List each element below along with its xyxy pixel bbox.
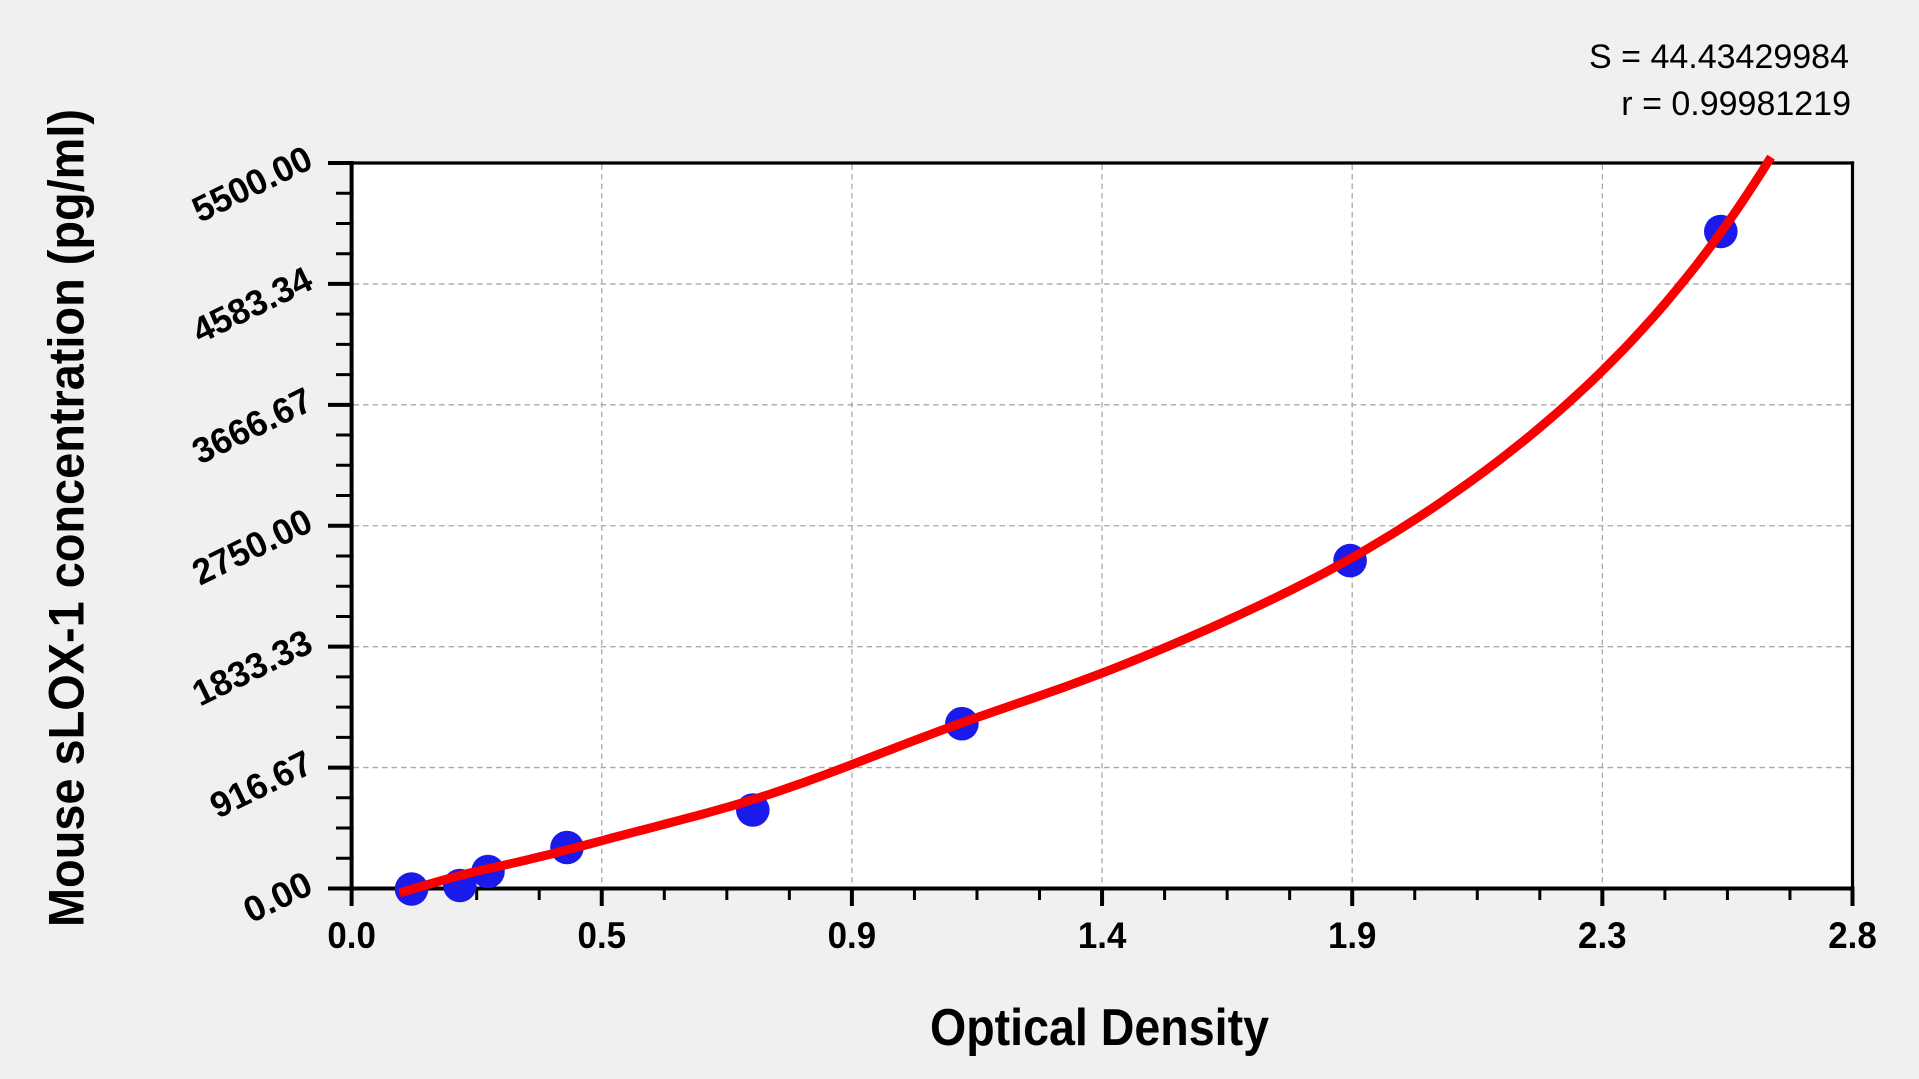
svg-text:0.0: 0.0: [327, 915, 376, 956]
svg-text:r = 0.99981219: r = 0.99981219: [1621, 85, 1851, 123]
svg-text:1.9: 1.9: [1328, 915, 1377, 956]
svg-text:1.4: 1.4: [1078, 915, 1127, 956]
svg-text:Mouse sLOX-1 concentration (pg: Mouse sLOX-1 concentration (pg/ml): [39, 109, 95, 927]
svg-text:2.8: 2.8: [1828, 915, 1877, 956]
svg-text:2.3: 2.3: [1578, 915, 1627, 956]
svg-text:Optical Density: Optical Density: [930, 999, 1269, 1057]
svg-text:0.9: 0.9: [828, 915, 877, 956]
svg-text:S = 44.43429984: S = 44.43429984: [1589, 38, 1849, 76]
svg-text:0.5: 0.5: [578, 915, 627, 956]
